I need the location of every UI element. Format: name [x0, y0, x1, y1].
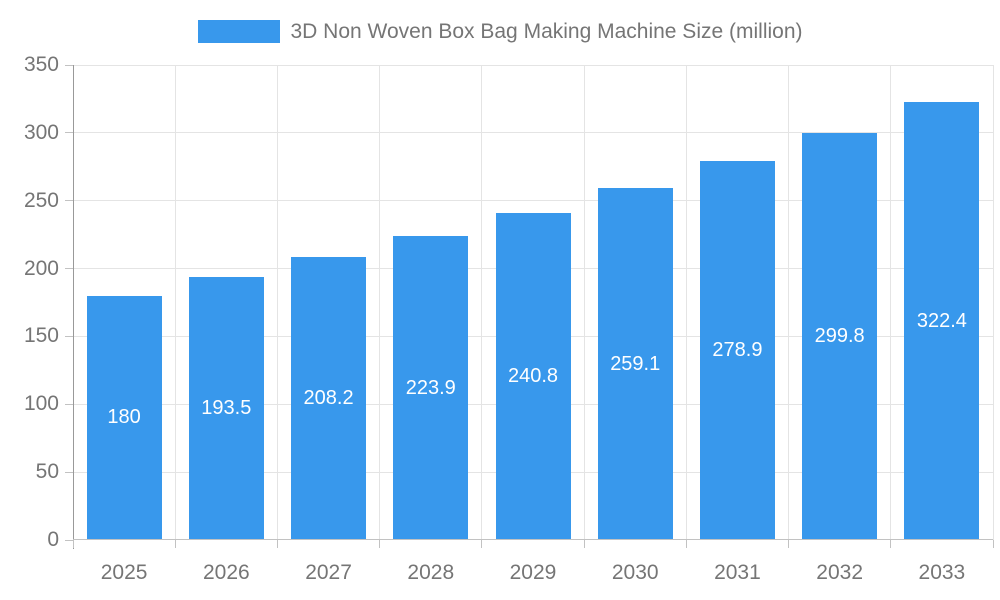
y-axis-label: 350 — [23, 53, 59, 76]
legend-swatch — [197, 20, 280, 43]
x-axis-label: 2033 — [918, 561, 966, 584]
v-gridline — [685, 65, 687, 540]
bar-value-label: 322.4 — [916, 309, 967, 332]
bar: 193.5 — [188, 277, 264, 540]
x-axis-tick — [788, 540, 790, 548]
x-axis-label: 2025 — [100, 561, 148, 584]
h-gridline — [73, 132, 993, 134]
x-axis-tick — [992, 540, 994, 548]
bar-value-label: 240.8 — [507, 365, 559, 388]
v-gridline — [890, 65, 892, 540]
y-axis-label: 0 — [47, 528, 59, 551]
bar: 299.8 — [802, 133, 878, 540]
x-axis-label: 2027 — [305, 561, 352, 584]
bar-value-label: 278.9 — [712, 339, 763, 362]
v-gridline — [174, 65, 176, 540]
y-axis-label: 50 — [35, 460, 59, 484]
x-axis-line — [73, 539, 993, 540]
legend-label: 3D Non Woven Box Bag Making Machine Size… — [290, 20, 803, 43]
x-axis-tick — [583, 540, 585, 548]
y-axis-tick — [65, 539, 73, 541]
v-gridline — [583, 65, 585, 540]
bar: 240.8 — [495, 213, 571, 540]
x-axis-tick — [890, 540, 892, 548]
bar: 180 — [86, 295, 162, 540]
y-axis-tick — [65, 132, 73, 134]
bar-value-label: 299.8 — [814, 325, 865, 348]
y-axis-tick — [65, 64, 73, 66]
y-axis-label: 150 — [23, 324, 59, 348]
y-axis-tick — [65, 471, 73, 473]
y-axis-line — [73, 65, 74, 549]
x-axis-label: 2030 — [611, 561, 659, 584]
x-axis-tick — [72, 540, 74, 548]
bar-value-label: 208.2 — [303, 387, 354, 410]
y-axis-label: 200 — [23, 256, 59, 280]
bar: 208.2 — [291, 257, 367, 540]
bar: 278.9 — [699, 161, 775, 540]
h-gridline — [73, 200, 993, 202]
bar-value-label: 259.1 — [610, 352, 661, 375]
bar-value-label: 193.5 — [201, 397, 252, 420]
h-gridline — [73, 64, 993, 66]
bar: 223.9 — [393, 236, 469, 540]
y-axis-tick — [65, 268, 73, 270]
x-axis-label: 2032 — [816, 561, 864, 584]
y-axis-tick — [65, 403, 73, 405]
legend: 3D Non Woven Box Bag Making Machine Size… — [0, 20, 1000, 43]
x-axis-tick — [276, 540, 278, 548]
x-axis-tick — [685, 540, 687, 548]
x-axis-tick — [481, 540, 483, 548]
y-axis-label: 250 — [23, 188, 59, 212]
v-gridline — [379, 65, 381, 540]
v-gridline — [992, 65, 994, 540]
y-axis-tick — [65, 335, 73, 337]
plot-area: 180 193.5 208.2 223.9 240.8 259.1 278.9 299.8 32… — [73, 64, 994, 549]
y-axis-label: 300 — [23, 120, 59, 144]
v-gridline — [276, 65, 278, 540]
bar-value-label: 180 — [107, 406, 141, 429]
bar-value-label: 223.9 — [405, 376, 456, 399]
v-gridline — [788, 65, 790, 540]
v-gridline — [481, 65, 483, 540]
y-axis-tick — [65, 200, 73, 202]
x-axis-label: 2026 — [202, 561, 250, 584]
y-axis-label: 100 — [23, 392, 59, 416]
x-axis-label: 2029 — [509, 561, 557, 584]
x-axis-tick — [379, 540, 381, 548]
x-axis-label: 2031 — [714, 561, 761, 584]
bar: 322.4 — [904, 102, 980, 540]
x-axis-label: 2028 — [407, 561, 455, 584]
x-axis-tick — [174, 540, 176, 548]
bar: 259.1 — [597, 188, 673, 540]
